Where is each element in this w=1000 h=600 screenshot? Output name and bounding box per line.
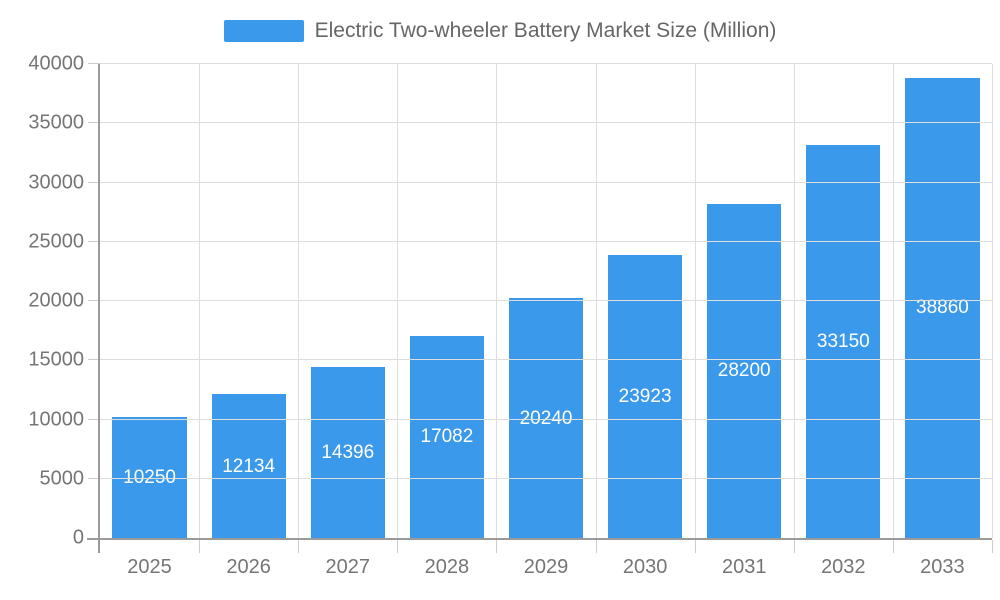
bar-value-label: 23923	[618, 385, 672, 407]
bar-slot: 10250	[100, 64, 199, 538]
y-axis-tick-label: 35000	[28, 111, 84, 134]
y-axis-tick-label: 10000	[28, 408, 84, 430]
gridline-horizontal	[100, 300, 992, 301]
y-axis-tick	[88, 418, 100, 420]
gridline-vertical	[992, 64, 993, 538]
y-axis-tick	[88, 240, 100, 242]
gridline-vertical	[397, 64, 399, 538]
y-axis-tick	[88, 359, 100, 361]
y-axis-tick	[88, 63, 100, 64]
gridline-vertical	[694, 64, 696, 538]
bar-value-label: 10250	[123, 466, 176, 488]
y-axis-tick-label: 20000	[28, 289, 84, 312]
bar-value-label: 14396	[321, 442, 375, 464]
bar-slot: 23923	[596, 64, 695, 538]
gridline-vertical	[793, 64, 795, 538]
x-axis-tick-label: 2029	[523, 556, 569, 578]
y-axis-tick	[88, 300, 100, 301]
x-axis-tick-label: 2026	[226, 556, 271, 578]
y-axis-tick-label: 0	[72, 526, 84, 549]
bar-value-label: 20240	[519, 407, 573, 429]
bar-slot: 14396	[298, 64, 397, 538]
x-axis-tick	[397, 540, 399, 553]
bar[interactable]: 17082	[409, 335, 485, 538]
bar-slot: 38860	[893, 64, 992, 538]
x-axis-tick	[694, 540, 696, 553]
y-axis-tick-label: 30000	[28, 171, 84, 193]
bar-value-label: 33150	[816, 331, 870, 353]
gridline-vertical	[496, 64, 498, 538]
gridline-horizontal	[100, 181, 992, 183]
x-axis-tick-label: 2033	[920, 556, 965, 578]
bar-value-label: 12134	[222, 455, 276, 477]
x-axis-tick-label: 2030	[622, 556, 668, 578]
bar-slot: 28200	[695, 64, 794, 538]
bar[interactable]: 23923	[607, 254, 683, 538]
x-axis-line	[87, 538, 992, 540]
bar[interactable]: 14396	[310, 367, 385, 538]
bar[interactable]: 28200	[707, 203, 782, 538]
x-axis-tick	[892, 540, 894, 553]
gridline-vertical	[892, 64, 894, 538]
x-axis-tick-label: 2032	[821, 556, 866, 578]
bar[interactable]: 33150	[806, 145, 881, 538]
gridline-horizontal	[100, 477, 992, 479]
x-axis: 2025 2026 2027 2028 2029 2030 2031 2032 2033	[100, 556, 992, 586]
gridline-horizontal	[100, 359, 992, 361]
y-axis-line	[98, 64, 100, 553]
bar[interactable]: 38860	[905, 77, 980, 538]
x-axis-tick	[992, 540, 993, 553]
y-axis-tick	[88, 181, 100, 183]
bar-slot: 20240	[496, 64, 595, 538]
x-axis-tick	[298, 540, 300, 553]
x-axis-tick	[199, 540, 201, 553]
bars-row: 10250 12134 14396 17082 20240 23923 28200 33150…	[100, 64, 992, 538]
x-axis-tick	[595, 540, 597, 553]
y-axis-tick-label: 25000	[28, 230, 84, 253]
bar-value-label: 17082	[420, 426, 474, 448]
x-axis-tick-label: 2031	[721, 556, 767, 578]
legend-label: Electric Two-wheeler Battery Market Size…	[314, 19, 777, 42]
x-axis-tick-label: 2027	[325, 556, 371, 578]
x-axis-tick-label: 2025	[127, 556, 172, 578]
bar-slot: 33150	[794, 64, 893, 538]
bar[interactable]: 10250	[112, 416, 187, 538]
bar[interactable]: 20240	[508, 298, 584, 538]
gridline-horizontal	[100, 122, 992, 124]
y-axis-tick	[88, 477, 100, 479]
gridline-horizontal	[100, 418, 992, 420]
y-axis-tick-label: 40000	[28, 52, 84, 75]
x-axis-tick	[793, 540, 795, 553]
legend-swatch-icon	[223, 20, 304, 42]
bar-value-label: 38860	[916, 297, 969, 319]
gridline-horizontal	[100, 63, 992, 64]
x-axis-tick-label: 2028	[424, 556, 470, 578]
y-axis-tick	[88, 122, 100, 124]
gridline-horizontal	[100, 240, 992, 242]
bar-slot: 12134	[199, 64, 298, 538]
bar-value-label: 28200	[717, 360, 771, 382]
x-axis-tick	[496, 540, 498, 553]
y-axis-tick-label: 15000	[28, 348, 84, 371]
bar[interactable]: 12134	[211, 394, 286, 538]
gridline-vertical	[595, 64, 597, 538]
y-axis-tick-label: 5000	[39, 467, 85, 490]
legend[interactable]: Electric Two-wheeler Battery Market Size…	[0, 16, 1000, 46]
bar-slot: 17082	[397, 64, 496, 538]
plot-area: 10250 12134 14396 17082 20240 23923 28200 33150…	[88, 63, 993, 553]
gridline-vertical	[199, 64, 201, 538]
gridline-vertical	[298, 64, 300, 538]
y-axis: 0 5000 10000 15000 20000 25000 30000 35000 40000	[0, 53, 85, 549]
